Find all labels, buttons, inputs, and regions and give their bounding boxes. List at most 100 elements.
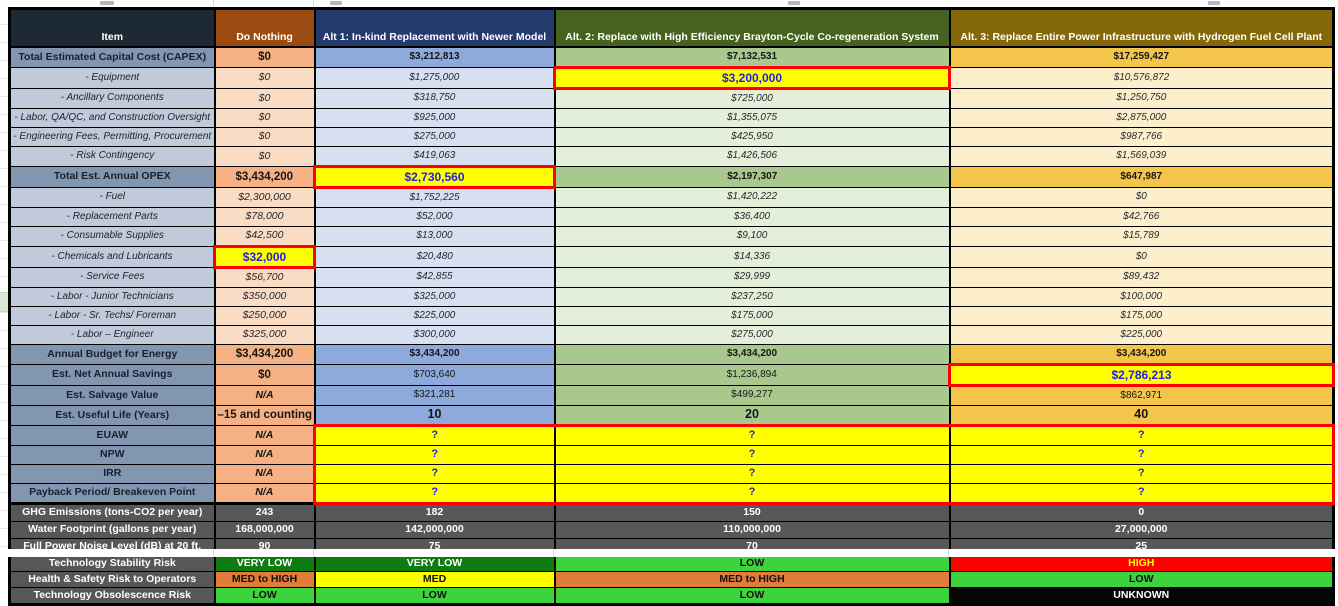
value-cell[interactable]: $3,434,200 [313,344,556,365]
value-cell[interactable]: HIGH [948,555,1335,572]
row-label-cell[interactable]: - Chemicals and Lubricants [8,246,216,268]
value-cell[interactable]: $419,063 [313,146,556,167]
value-cell[interactable]: N/A [213,385,316,406]
value-cell[interactable]: 150 [553,502,951,522]
value-cell[interactable]: N/A [213,483,316,504]
row-label-cell[interactable]: GHG Emissions (tons-CO2 per year) [8,502,216,522]
row-label-cell[interactable]: Health & Safety Risk to Operators [8,571,216,588]
value-cell[interactable]: $0 [213,127,316,147]
row-label-cell[interactable]: Technology Stability Risk [8,555,216,572]
value-cell[interactable]: $1,236,894 [553,364,951,386]
value-cell[interactable]: ? [553,483,951,505]
value-cell[interactable]: ? [313,424,556,446]
value-cell[interactable]: 168,000,000 [213,521,316,539]
value-cell[interactable]: $275,000 [313,127,556,147]
value-cell[interactable]: $1,426,506 [553,146,951,167]
column-header-alt1[interactable]: Alt 1: In-kind Replacement with Newer Mo… [313,8,556,48]
value-cell[interactable]: LOW [553,555,951,572]
value-cell[interactable]: ? [313,483,556,505]
value-cell[interactable]: $325,000 [213,325,316,345]
value-cell[interactable]: $15,789 [948,226,1335,247]
value-cell[interactable]: $275,000 [553,325,951,345]
row-label-cell[interactable]: Total Estimated Capital Cost (CAPEX) [8,46,216,68]
row-label-cell[interactable]: - Consumable Supplies [8,226,216,247]
value-cell[interactable]: ? [553,464,951,484]
row-label-cell[interactable]: Total Est. Annual OPEX [8,166,216,188]
value-cell[interactable]: $42,500 [213,226,316,247]
row-label-cell[interactable]: Est. Useful Life (Years) [8,405,216,426]
column-header-alt3[interactable]: Alt. 3: Replace Entire Power Infrastruct… [948,8,1335,48]
value-cell[interactable]: ? [313,445,556,465]
row-label-cell[interactable]: Payback Period/ Breakeven Point [8,483,216,504]
value-cell[interactable]: $175,000 [948,306,1335,326]
value-cell[interactable]: $703,640 [313,364,556,386]
value-cell[interactable]: ? [948,424,1335,446]
value-cell[interactable]: $0 [213,88,316,109]
column-header-do-nothing[interactable]: Do Nothing [213,8,316,48]
value-cell[interactable]: 0 [948,502,1335,522]
value-cell[interactable]: LOW [213,587,316,605]
value-cell[interactable]: 182 [313,502,556,522]
row-label-cell[interactable]: - Ancillary Components [8,88,216,109]
value-cell[interactable]: $0 [213,108,316,128]
value-cell[interactable]: $20,480 [313,246,556,268]
column-header-alt2[interactable]: Alt. 2: Replace with High Efficiency Bra… [553,8,951,48]
value-cell[interactable]: MED [313,571,556,588]
row-label-cell[interactable]: IRR [8,464,216,484]
value-cell[interactable]: 142,000,000 [313,521,556,539]
row-label-cell[interactable]: - Service Fees [8,267,216,288]
value-cell[interactable]: $0 [213,146,316,167]
value-cell[interactable]: ? [948,483,1335,505]
value-cell[interactable]: MED to HIGH [553,571,951,588]
value-cell[interactable]: UNKNOWN [948,587,1335,605]
value-cell[interactable]: $0 [213,364,316,386]
value-cell[interactable]: 243 [213,502,316,522]
value-cell[interactable]: 40 [948,405,1335,426]
value-cell[interactable]: $17,259,427 [948,46,1335,68]
adjacent-green-cell[interactable] [0,292,8,312]
value-cell[interactable]: $987,766 [948,127,1335,147]
value-cell[interactable]: $3,434,200 [213,344,316,365]
value-cell[interactable]: $0 [948,246,1335,268]
value-cell[interactable]: $350,000 [213,287,316,307]
row-label-cell[interactable]: Est. Salvage Value [8,385,216,406]
value-cell[interactable]: $10,576,872 [948,67,1335,89]
value-cell[interactable]: N/A [213,464,316,484]
value-cell[interactable]: $89,432 [948,267,1335,288]
value-cell[interactable]: $237,250 [553,287,951,307]
value-cell[interactable]: $52,000 [313,207,556,227]
row-label-cell[interactable]: EUAW [8,425,216,446]
row-label-cell[interactable]: - Labor, QA/QC, and Construction Oversig… [8,108,216,128]
value-cell[interactable]: $0 [213,67,316,89]
row-label-cell[interactable]: - Labor – Engineer [8,325,216,345]
value-cell[interactable]: $3,434,200 [948,344,1335,365]
value-cell[interactable]: $225,000 [948,325,1335,345]
value-cell[interactable]: VERY LOW [313,555,556,572]
value-cell[interactable]: LOW [313,587,556,605]
value-cell[interactable]: 20 [553,405,951,426]
value-cell[interactable]: $100,000 [948,287,1335,307]
value-cell[interactable]: $225,000 [313,306,556,326]
value-cell[interactable]: ? [553,445,951,465]
row-label-cell[interactable]: NPW [8,445,216,465]
value-cell[interactable]: VERY LOW [213,555,316,572]
value-cell[interactable]: $2,875,000 [948,108,1335,128]
value-cell[interactable]: $3,434,200 [553,344,951,365]
column-header-item[interactable]: Item [8,8,216,48]
value-cell[interactable]: $1,250,750 [948,88,1335,109]
value-cell[interactable]: $300,000 [313,325,556,345]
value-cell[interactable]: MED to HIGH [213,571,316,588]
row-label-cell[interactable]: - Labor - Sr. Techs/ Foreman [8,306,216,326]
value-cell[interactable]: $3,212,813 [313,46,556,68]
row-label-cell[interactable]: Water Footprint (gallons per year) [8,521,216,539]
value-cell[interactable]: $42,766 [948,207,1335,227]
row-label-cell[interactable]: - Replacement Parts [8,207,216,227]
value-cell[interactable]: $2,730,560 [313,165,556,189]
value-cell[interactable]: $250,000 [213,306,316,326]
value-cell[interactable]: N/A [213,425,316,446]
value-cell[interactable]: ? [948,445,1335,465]
value-cell[interactable]: $1,275,000 [313,67,556,89]
value-cell[interactable]: $0 [213,46,316,68]
value-cell[interactable]: –15 and counting [213,405,316,426]
value-cell[interactable]: N/A [213,445,316,465]
